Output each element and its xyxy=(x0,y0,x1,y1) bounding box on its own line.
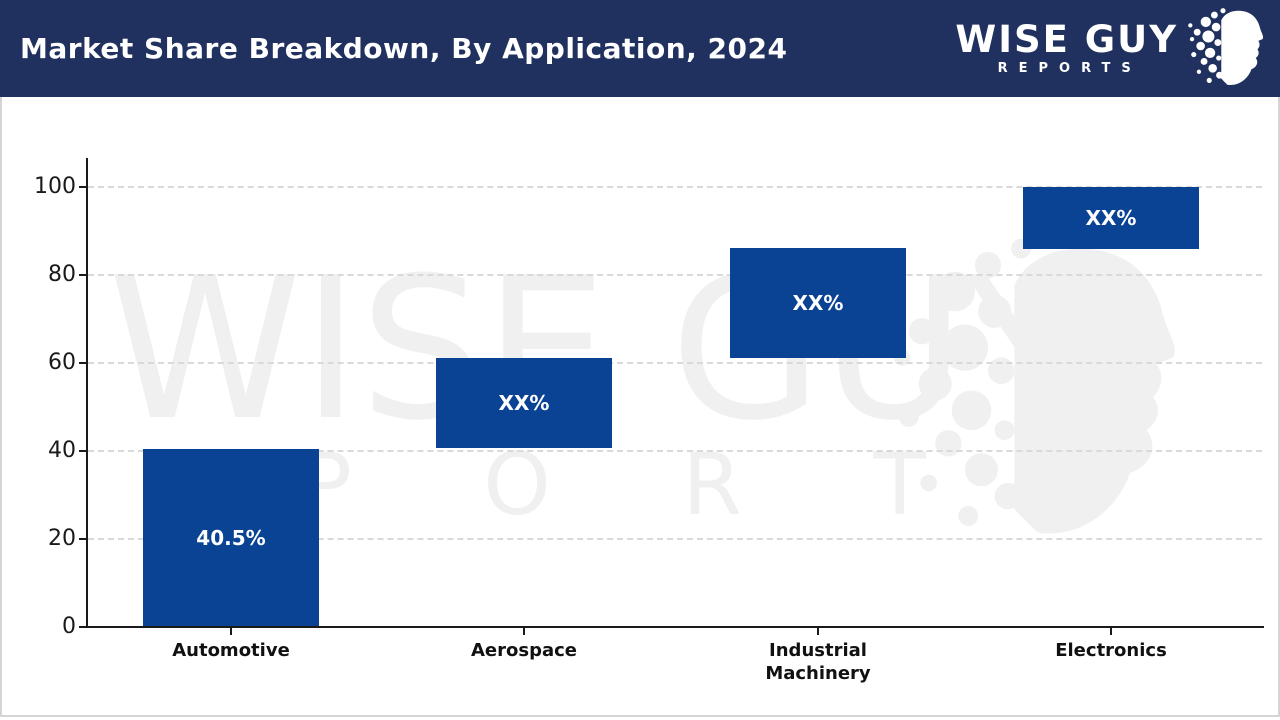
x-tick-mark xyxy=(523,628,525,635)
content-frame xyxy=(0,97,1280,717)
x-category-label: Electronics xyxy=(1055,640,1167,661)
x-category-label: Aerospace xyxy=(470,640,577,661)
bar-segment: XX% xyxy=(1023,187,1199,249)
bar-segment: 40.5% xyxy=(143,449,319,627)
logo-head-icon xyxy=(1188,7,1264,85)
y-tick-mark xyxy=(79,185,86,188)
gridline xyxy=(88,361,1262,364)
bar-segment: XX% xyxy=(730,248,906,358)
y-tick-mark xyxy=(79,537,86,540)
wise-guy-reports-logo: WISE GUY REPORTS xyxy=(955,7,1266,90)
y-tick-label: 40 xyxy=(48,438,76,463)
y-tick-mark xyxy=(79,449,86,452)
y-tick-label: 60 xyxy=(48,350,76,375)
bar-value-label: XX% xyxy=(498,391,550,415)
x-tick-mark xyxy=(230,628,232,635)
chart-title: Market Share Breakdown, By Application, … xyxy=(20,32,788,65)
bar-value-label: XX% xyxy=(792,291,844,315)
gridline xyxy=(88,537,1262,540)
bar-value-label: 40.5% xyxy=(196,526,266,550)
x-axis-line xyxy=(86,626,1264,628)
header-bar: Market Share Breakdown, By Application, … xyxy=(0,0,1280,97)
logo-subtitle: REPORTS xyxy=(997,61,1142,76)
gridline xyxy=(88,449,1262,452)
y-tick-label: 100 xyxy=(34,174,76,199)
y-tick-mark xyxy=(79,626,86,628)
x-tick-mark xyxy=(817,628,819,635)
y-tick-label: 20 xyxy=(48,526,76,551)
y-tick-mark xyxy=(79,361,86,364)
y-tick-label: 0 xyxy=(62,614,76,639)
bar-value-label: XX% xyxy=(1085,206,1137,230)
y-axis-line xyxy=(86,158,88,627)
logo-wordmark: WISE GUY xyxy=(955,18,1178,61)
x-category-label: Automotive xyxy=(172,640,290,661)
gridline xyxy=(88,273,1262,276)
gridline xyxy=(88,185,1262,188)
logo-text: WISE GUY REPORTS xyxy=(955,21,1178,76)
y-tick-mark xyxy=(79,273,86,276)
x-category-label: Industrial Machinery xyxy=(765,640,871,684)
y-tick-label: 80 xyxy=(48,262,76,287)
x-tick-mark xyxy=(1110,628,1112,635)
watermark-head-icon xyxy=(887,238,1175,534)
bar-segment: XX% xyxy=(436,358,612,448)
